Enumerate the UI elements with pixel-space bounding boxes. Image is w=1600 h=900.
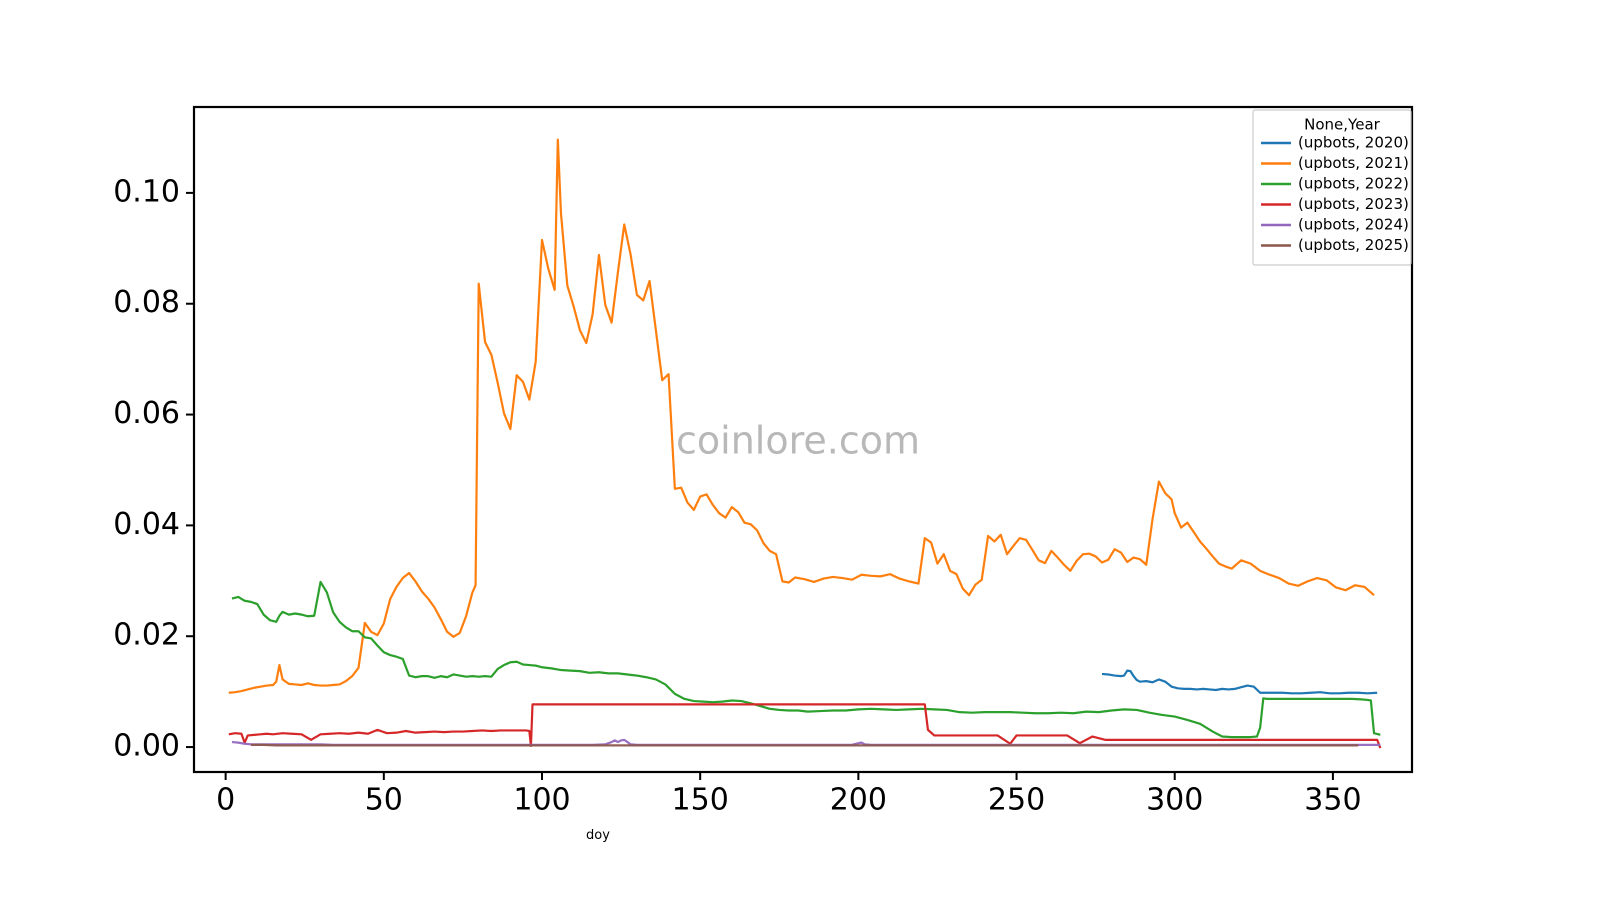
axes-spines [192,105,1414,774]
series-line-2020 [1101,669,1378,695]
series-line-2022 [231,580,1381,739]
legend-label-2020: (upbots, 2020) [1298,134,1409,152]
y-tick-label: 0.00 [113,729,180,764]
x-tick-label: 50 [365,783,403,818]
y-tick-label: 0.06 [113,396,180,431]
x-tick-label: 150 [672,783,729,818]
series-line-2025 [250,743,1359,747]
x-tick-label: 100 [513,783,570,818]
x-tick-label: 300 [1146,783,1203,818]
legend-label-2023: (upbots, 2023) [1298,195,1409,213]
legend-box [1252,109,1412,266]
y-tick-label: 0.02 [113,618,180,653]
y-tick-label: 0.04 [113,507,180,542]
legend-title: None,Year [1304,116,1380,134]
chart-legend: None,Year(upbots, 2020) (upbots, 2021) (up… [1252,109,1412,266]
plot-background [194,107,1412,772]
y-tick-label: 0.08 [113,285,180,320]
x-tick-label: 200 [830,783,887,818]
y-axis-ticks: 0.00 0.02 0.04 0.06 0.08 0.10 [113,174,194,764]
series-lines [228,138,1382,749]
legend-label-2021: (upbots, 2021) [1298,154,1409,172]
x-axis-label: doy [586,828,610,843]
x-tick-label: 250 [988,783,1045,818]
plot-frame [192,105,1414,774]
series-line-2021 [228,138,1375,694]
legend-label-2024: (upbots, 2024) [1298,216,1409,234]
watermark: coinlore.com [676,418,920,462]
plot-area: coinlore.com 0 50 100 150 200 250 300 350 0.000… [113,105,1414,843]
x-tick-label: 350 [1304,783,1361,818]
x-axis-ticks: 0 50 100 150 200 250 300 350 [216,772,1362,818]
y-tick-label: 0.10 [113,174,180,209]
legend-label-2025: (upbots, 2025) [1298,236,1409,254]
x-tick-label: 0 [216,783,235,818]
watermark-label: coinlore.com [676,418,920,462]
legend-label-2022: (upbots, 2022) [1298,175,1409,193]
series-line-2023 [228,703,1382,749]
